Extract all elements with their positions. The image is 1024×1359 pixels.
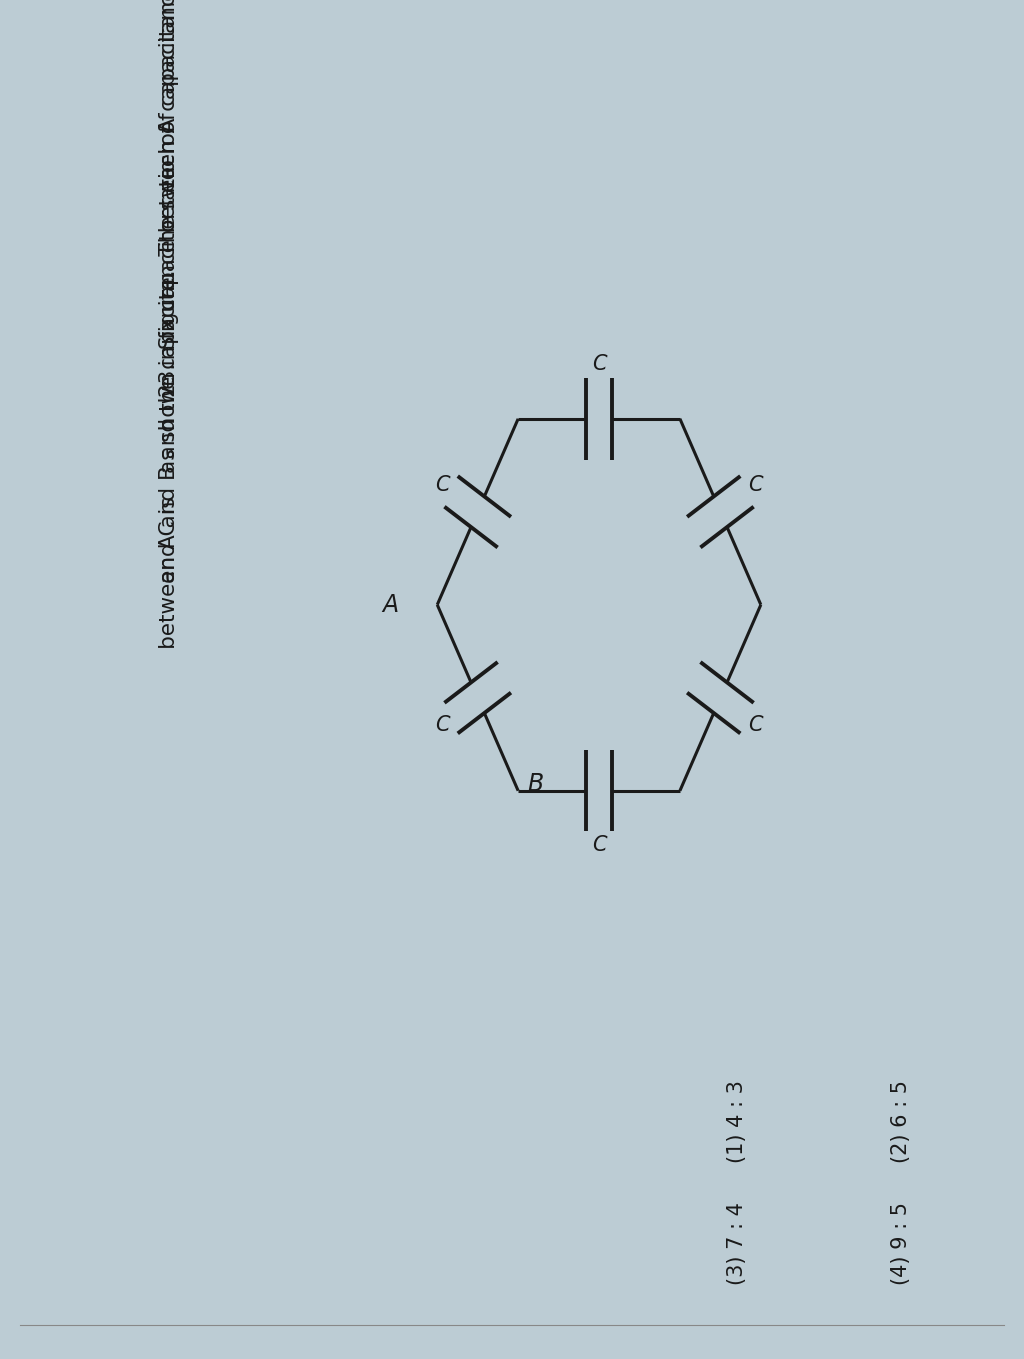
Text: C: C — [592, 834, 606, 855]
Text: as shown in figure.  The ratio  of  capacitance: as shown in figure. The ratio of capacit… — [159, 0, 179, 522]
Text: (1) 4 : 3: (1) 4 : 3 — [727, 1080, 748, 1162]
Text: between A and B and the capacitance between A: between A and B and the capacitance betw… — [159, 118, 179, 697]
Text: C: C — [435, 474, 450, 495]
Text: A: A — [382, 593, 398, 617]
Text: C: C — [749, 715, 763, 735]
Text: C: C — [749, 474, 763, 495]
Text: (2) 6 : 5: (2) 6 : 5 — [891, 1079, 911, 1163]
Text: (4) 9 : 5: (4) 9 : 5 — [891, 1201, 911, 1286]
Text: and C is: and C is — [159, 497, 179, 631]
Text: C: C — [435, 715, 450, 735]
Text: (3) 7 : 4: (3) 7 : 4 — [727, 1203, 748, 1284]
Text: B: B — [527, 772, 544, 796]
Text: 23.  Six capacitors each of capacitance C are connected: 23. Six capacitors each of capacitance C… — [159, 0, 179, 397]
Text: C: C — [592, 355, 606, 375]
